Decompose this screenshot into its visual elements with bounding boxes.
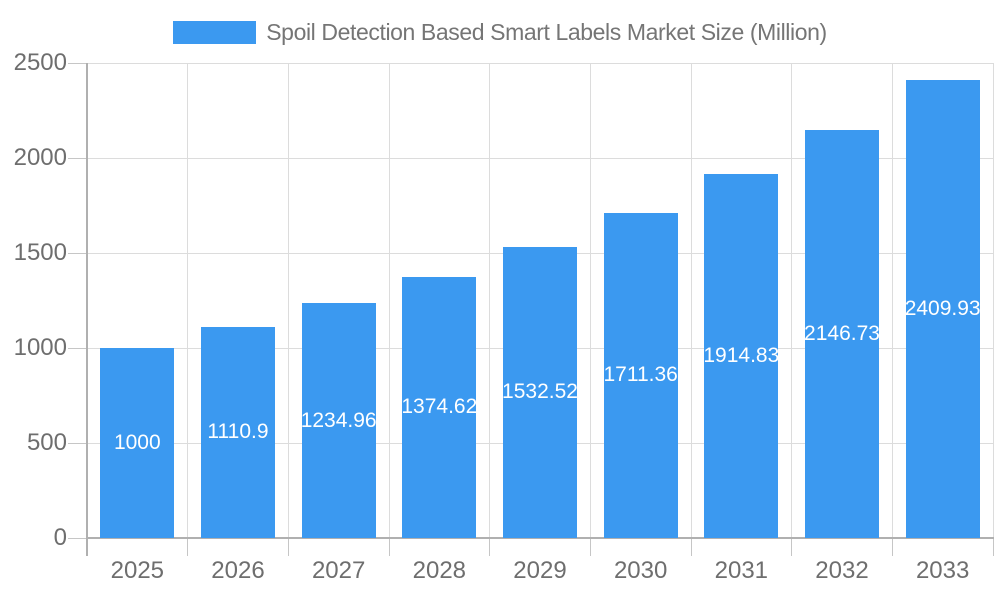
bar-2027: 1234.96 bbox=[301, 303, 376, 538]
y-axis-line bbox=[86, 63, 88, 556]
v-gridline bbox=[388, 63, 390, 538]
h-gridline bbox=[87, 62, 993, 64]
y-tick-mark bbox=[68, 348, 86, 349]
chart-legend: Spoil Detection Based Smart Labels Marke… bbox=[0, 14, 1000, 50]
bar-2025: 1000 bbox=[100, 348, 175, 538]
bar-value-label: 1374.62 bbox=[402, 395, 477, 419]
y-tick-mark bbox=[68, 538, 86, 539]
x-tick-label: 2025 bbox=[110, 557, 165, 584]
v-gridline bbox=[287, 63, 289, 538]
bar-value-label: 1234.96 bbox=[301, 408, 376, 432]
y-tick-mark bbox=[68, 443, 86, 444]
x-tick-mark bbox=[992, 538, 994, 556]
y-tick-mark bbox=[68, 158, 86, 159]
x-tick-label: 2029 bbox=[513, 557, 567, 584]
bar-value-label: 2409.93 bbox=[905, 297, 980, 321]
bar-value-label: 1914.83 bbox=[704, 344, 779, 368]
legend-label: Spoil Detection Based Smart Labels Marke… bbox=[266, 18, 827, 45]
bar-value-label: 1110.9 bbox=[207, 420, 269, 444]
v-gridline bbox=[589, 63, 591, 538]
x-tick-label: 2033 bbox=[915, 557, 970, 584]
x-tick-mark bbox=[891, 538, 893, 556]
plot-area: 1000 1110.9 1234.96 1374.62 1532.52 1711.36 19… bbox=[68, 62, 994, 556]
y-tick-mark bbox=[68, 63, 86, 64]
x-tick-label: 2031 bbox=[714, 557, 769, 584]
bar-2026: 1110.9 bbox=[201, 326, 275, 538]
v-gridline bbox=[187, 63, 189, 538]
y-tick-label: 2000 bbox=[13, 144, 67, 171]
bar-2033: 2409.93 bbox=[905, 80, 980, 538]
v-gridline bbox=[690, 63, 692, 538]
bar-value-label: 1000 bbox=[113, 431, 161, 454]
y-tick-label: 2500 bbox=[13, 49, 67, 76]
bar-2032: 2146.73 bbox=[805, 130, 879, 538]
v-gridline bbox=[791, 63, 793, 538]
x-tick-mark bbox=[287, 538, 289, 556]
y-tick-label: 0 bbox=[53, 524, 67, 551]
bar-value-label: 2146.73 bbox=[805, 322, 879, 346]
x-tick-label: 2032 bbox=[815, 557, 869, 584]
h-gridline bbox=[87, 157, 993, 159]
x-tick-label: 2027 bbox=[311, 557, 366, 584]
x-tick-mark bbox=[690, 538, 692, 556]
x-tick-mark bbox=[489, 538, 491, 556]
bar-value-label: 1711.36 bbox=[603, 363, 678, 387]
x-tick-label: 2026 bbox=[211, 557, 265, 584]
bar-2028: 1374.62 bbox=[402, 276, 477, 538]
y-tick-label: 1500 bbox=[13, 239, 67, 266]
bar-2031: 1914.83 bbox=[704, 174, 779, 538]
bar-2030: 1711.36 bbox=[603, 212, 678, 538]
x-tick-label: 2028 bbox=[412, 557, 467, 584]
v-gridline bbox=[489, 63, 491, 538]
x-tick-mark bbox=[187, 538, 189, 556]
v-gridline bbox=[891, 63, 893, 538]
x-tick-mark bbox=[388, 538, 390, 556]
y-tick-label: 500 bbox=[26, 429, 67, 456]
y-tick-label: 1000 bbox=[13, 334, 67, 361]
x-tick-label: 2030 bbox=[613, 557, 668, 584]
bar-value-label: 1532.52 bbox=[503, 380, 577, 404]
x-tick-mark bbox=[589, 538, 591, 556]
x-axis-line bbox=[86, 537, 994, 539]
legend-swatch bbox=[173, 20, 257, 44]
x-tick-mark bbox=[791, 538, 793, 556]
v-gridline bbox=[992, 63, 994, 538]
y-tick-mark bbox=[68, 253, 86, 254]
bar-2029: 1532.52 bbox=[503, 246, 577, 538]
